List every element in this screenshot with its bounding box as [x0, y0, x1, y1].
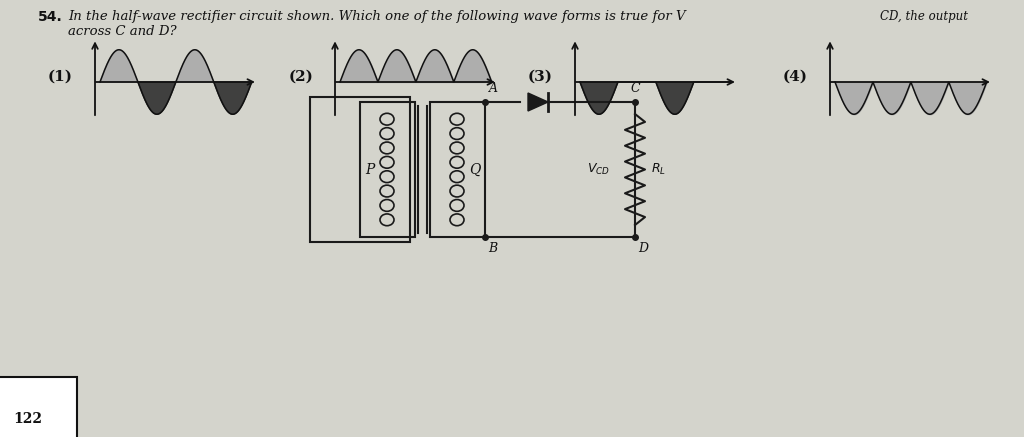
Text: (3): (3)	[528, 70, 553, 84]
Text: 54.: 54.	[38, 10, 62, 24]
Text: B: B	[488, 242, 497, 255]
Text: A: A	[489, 82, 498, 95]
Text: across C and D?: across C and D?	[68, 25, 176, 38]
Text: (2): (2)	[288, 70, 313, 84]
Text: (1): (1)	[48, 70, 73, 84]
Text: D: D	[638, 242, 648, 255]
Bar	[310, 97, 410, 242]
Text: P: P	[366, 163, 375, 177]
Text: (4): (4)	[783, 70, 808, 84]
Text: $R_L$: $R_L$	[651, 162, 666, 177]
Bar	[360, 102, 415, 237]
Bar	[430, 102, 485, 237]
Text: Q: Q	[469, 163, 480, 177]
Text: C: C	[631, 82, 641, 95]
Text: In the half-wave rectifier circuit shown. Which one of the following wave forms : In the half-wave rectifier circuit shown…	[68, 10, 686, 23]
Text: $V_{CD}$: $V_{CD}$	[587, 162, 610, 177]
Polygon shape	[528, 93, 548, 111]
Text: CD, the output: CD, the output	[880, 10, 968, 23]
Text: 122: 122	[13, 412, 43, 426]
